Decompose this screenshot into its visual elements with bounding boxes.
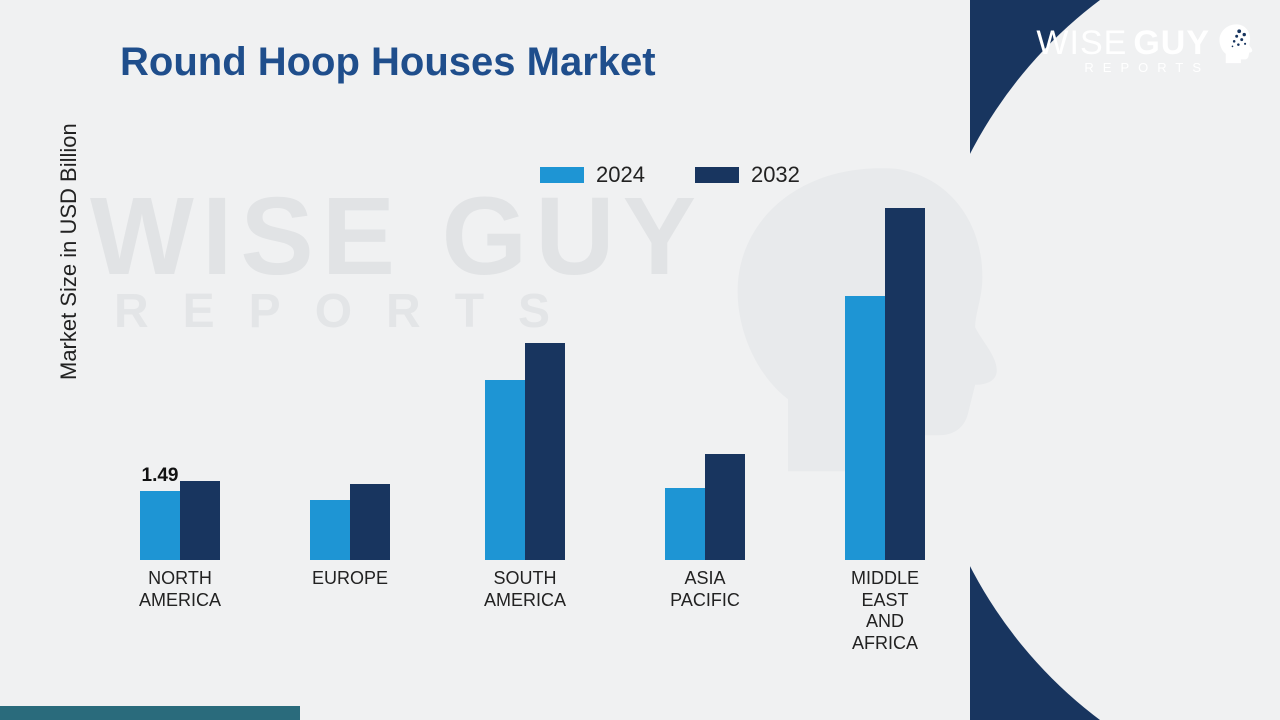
bar-group: ASIA PACIFIC (665, 454, 745, 560)
legend-item-2024: 2024 (540, 162, 645, 188)
bar (140, 491, 180, 560)
stage: Round Hoop Houses Market WISE GUYREPORTS… (0, 0, 1280, 720)
x-axis-label: MIDDLE EAST AND AFRICA (815, 560, 955, 654)
logo-main: WISE GUY (1036, 22, 1256, 64)
bar-group: SOUTH AMERICA (485, 343, 565, 560)
bar-value-label: 1.49 (142, 465, 179, 487)
bar-group: EUROPE (310, 484, 390, 560)
bar (705, 454, 745, 560)
logo-word-wise: WISE (1036, 24, 1127, 63)
legend-swatch-2032 (695, 167, 739, 183)
bar (485, 380, 525, 560)
bar (180, 481, 220, 560)
x-axis-label: NORTH AMERICA (110, 560, 250, 611)
legend-item-2032: 2032 (695, 162, 800, 188)
x-axis-label: SOUTH AMERICA (455, 560, 595, 611)
logo-head-icon (1214, 22, 1256, 64)
bar-group: MIDDLE EAST AND AFRICA (845, 208, 925, 560)
bar-group: NORTH AMERICA1.49 (140, 481, 220, 560)
chart-title: Round Hoop Houses Market (120, 40, 656, 85)
bar (885, 208, 925, 560)
right-panel (970, 0, 1280, 720)
bottom-accent-bar (0, 706, 300, 720)
legend: 2024 2032 (540, 162, 800, 188)
plot-area: NORTH AMERICA1.49 EUROPE SOUTH AMERICA ASIA… (110, 190, 940, 560)
bar (350, 484, 390, 560)
bar (310, 500, 350, 560)
legend-label-2032: 2032 (751, 162, 800, 188)
bar (525, 343, 565, 560)
x-axis-label: ASIA PACIFIC (635, 560, 775, 611)
bar (665, 488, 705, 560)
chart-area: Round Hoop Houses Market WISE GUYREPORTS… (0, 0, 970, 720)
x-axis-label: EUROPE (280, 560, 420, 590)
y-axis-label: Market Size in USD Billion (56, 123, 82, 380)
legend-label-2024: 2024 (596, 162, 645, 188)
logo-word-guy: GUY (1133, 24, 1210, 63)
bar (845, 296, 885, 560)
legend-swatch-2024 (540, 167, 584, 183)
brand-logo: WISE GUY REPORTS (1036, 22, 1256, 75)
